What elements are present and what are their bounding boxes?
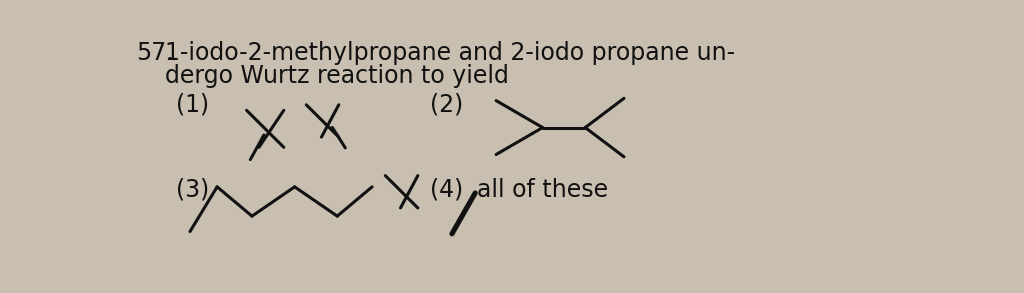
Text: (3): (3) bbox=[176, 178, 209, 202]
Text: all of these: all of these bbox=[477, 178, 608, 202]
Text: 57.: 57. bbox=[136, 41, 173, 65]
Text: dergo Wurtz reaction to yield: dergo Wurtz reaction to yield bbox=[165, 64, 509, 88]
Text: (2): (2) bbox=[430, 93, 464, 117]
Text: (4): (4) bbox=[430, 178, 464, 202]
Text: 1-iodo-2-methylpropane and 2-iodo propane un-: 1-iodo-2-methylpropane and 2-iodo propan… bbox=[165, 41, 735, 65]
Text: (1): (1) bbox=[176, 93, 209, 117]
